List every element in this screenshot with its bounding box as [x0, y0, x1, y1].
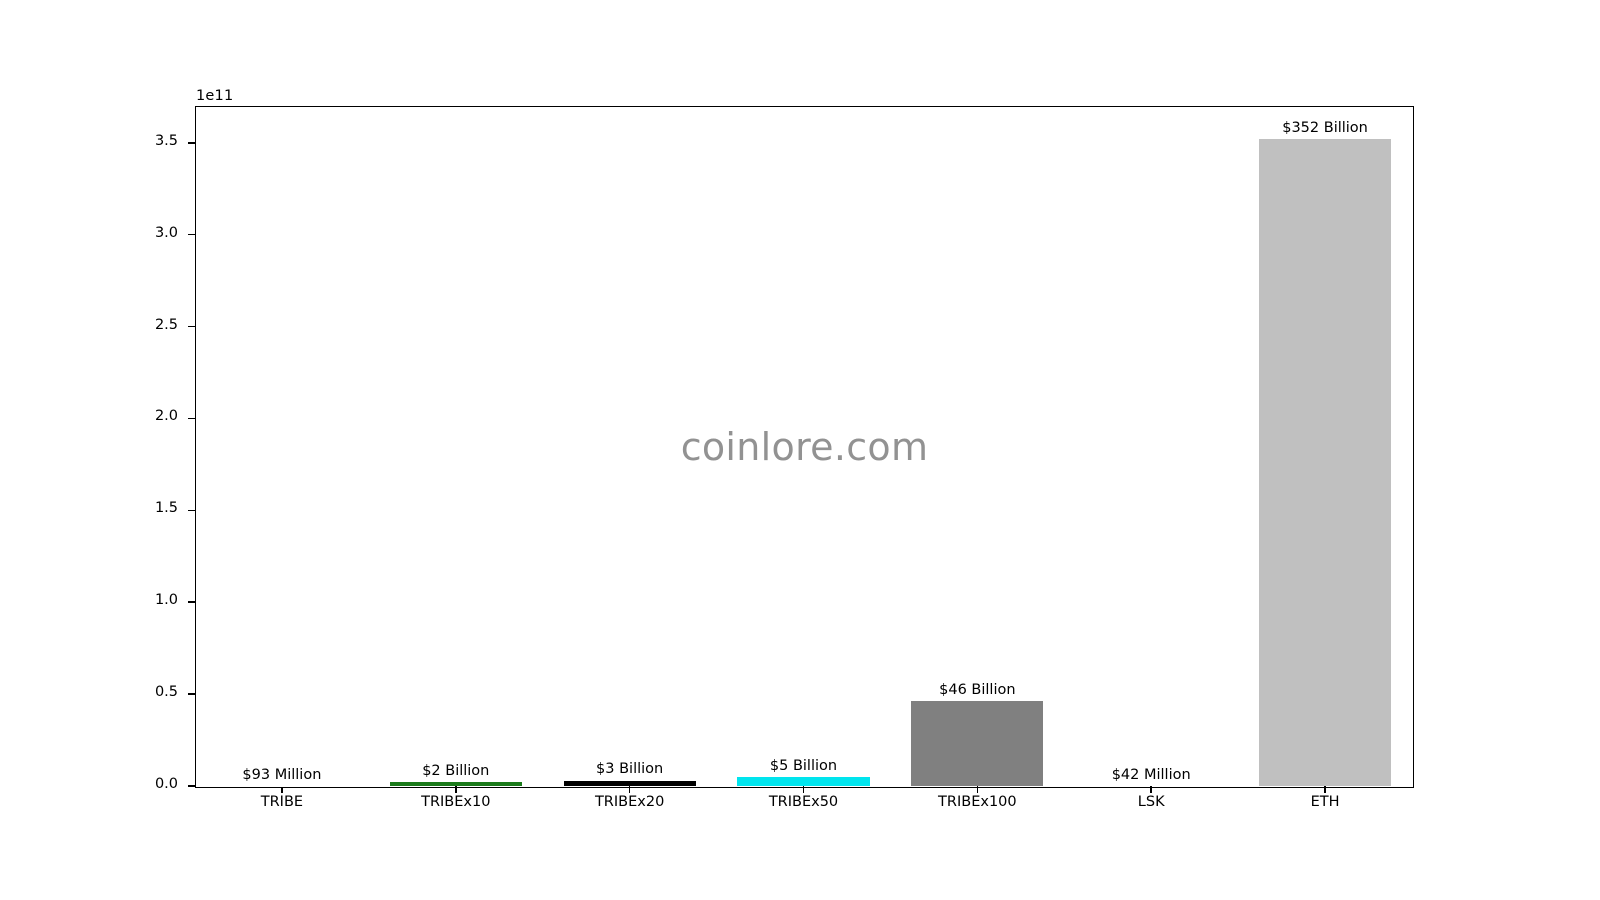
bar [911, 701, 1044, 786]
bar-value-label: $42 Million [1111, 766, 1191, 783]
bar [389, 782, 522, 786]
x-axis-tick-mark [1324, 786, 1326, 793]
bar-value-label: $352 Billion [1282, 120, 1368, 137]
x-axis-tick-mark [802, 786, 805, 793]
x-axis-tick-mark [976, 786, 979, 793]
y-axis-tick-mark [188, 325, 195, 328]
x-axis-tick-label: TRIBEx10 [421, 794, 491, 810]
bar-value-label: $2 Billion [422, 763, 490, 780]
y-axis-tick-mark [188, 233, 195, 236]
y-axis-tick-mark [188, 693, 195, 695]
bar-series: $93 Million $2 Billion $3 Billion $5 Billio… [195, 106, 1412, 786]
x-axis-tick-label: TRIBE [260, 794, 304, 810]
x-axis-tick-label: LSK [1137, 794, 1165, 810]
y-axis-tick-mark [188, 141, 195, 144]
y-axis-tick-mark [188, 601, 195, 603]
y-axis-tick-label: 0.0 [154, 776, 178, 792]
x-axis-tick-label: ETH [1310, 794, 1340, 810]
y-axis-tick-label: 1.5 [154, 500, 178, 517]
y-axis-tick-mark [188, 785, 195, 787]
y-axis-tick-label: 0.5 [154, 684, 178, 701]
bar-value-label: $46 Billion [939, 682, 1016, 699]
y-axis-tick-label: 2.5 [154, 316, 178, 333]
y-axis-tick-label: 3.0 [154, 224, 178, 241]
x-axis-tick-mark [454, 786, 457, 793]
bar [1259, 139, 1392, 786]
bar-value-label: $5 Billion [769, 757, 838, 774]
y-axis-tick-mark [188, 417, 195, 420]
x-axis-tick-label: TRIBEx100 [938, 794, 1017, 810]
bar-value-label: $93 Million [242, 766, 322, 783]
y-axis-tick-mark [188, 509, 195, 512]
y-axis-offset-text: 1e11 [196, 88, 234, 104]
y-axis-tick-label: 3.5 [154, 132, 178, 149]
bar [563, 780, 696, 786]
x-axis-tick-label: TRIBEx50 [768, 794, 839, 810]
bar-value-label: $3 Billion [596, 761, 664, 778]
y-axis-tick-label: 1.0 [154, 592, 178, 609]
y-axis-tick-label: 2.0 [154, 408, 178, 425]
x-axis-tick-mark [1150, 786, 1152, 793]
bar [737, 776, 870, 786]
x-axis-tick-mark [281, 786, 283, 793]
x-axis-tick-mark [628, 786, 631, 793]
x-axis-tick-label: TRIBEx20 [594, 794, 665, 810]
